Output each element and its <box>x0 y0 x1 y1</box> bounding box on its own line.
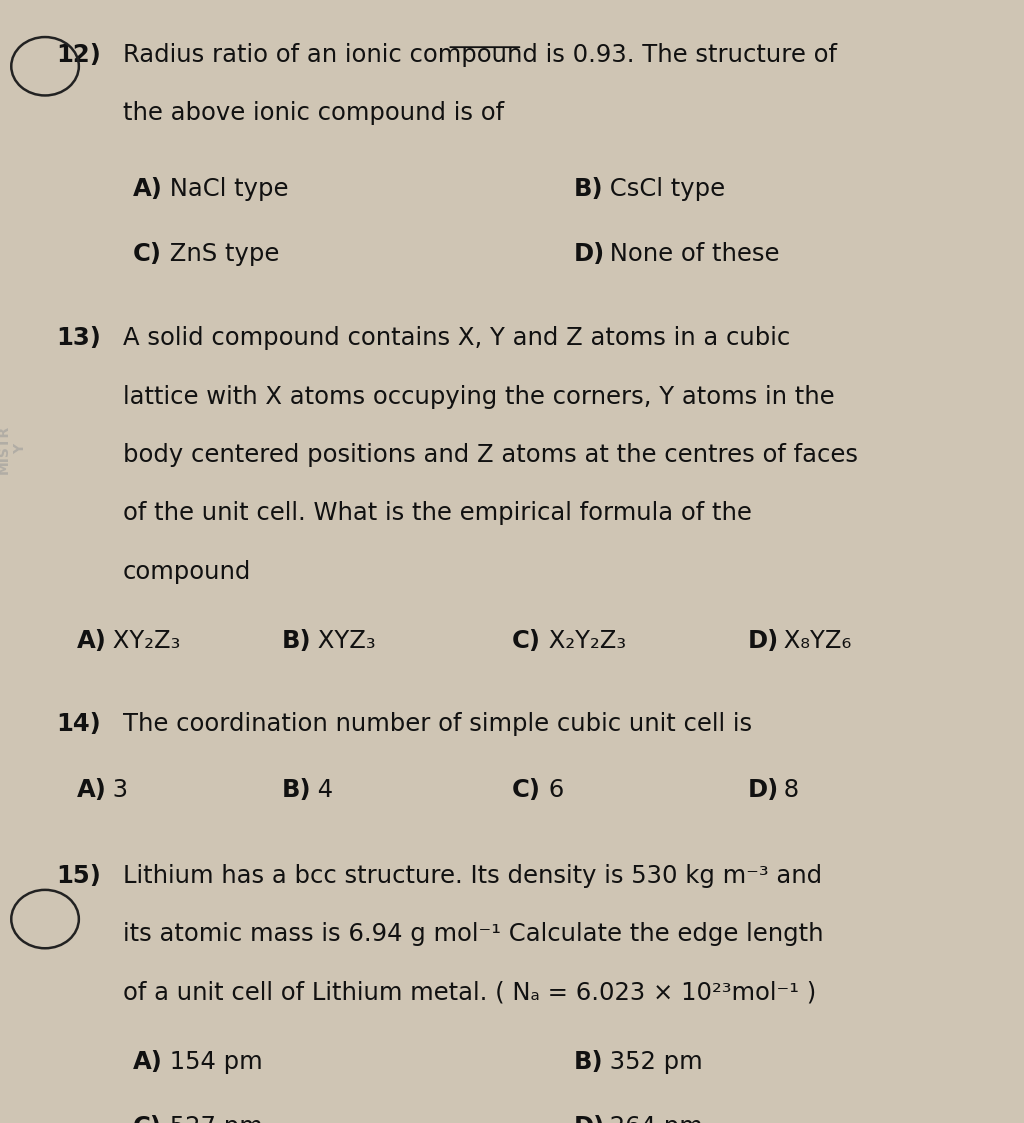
Text: compound: compound <box>123 559 251 584</box>
Text: CsCl type: CsCl type <box>602 177 725 201</box>
Text: of a unit cell of Lithium metal. ( Nₐ = 6.023 × 10²³mol⁻¹ ): of a unit cell of Lithium metal. ( Nₐ = … <box>123 980 816 1005</box>
Text: A solid compound contains X, Y and Z atoms in a cubic: A solid compound contains X, Y and Z ato… <box>123 326 791 350</box>
Text: Lithium has a bcc structure. Its density is 530 kg m⁻³ and: Lithium has a bcc structure. Its density… <box>123 864 822 888</box>
Text: C): C) <box>133 241 162 266</box>
Text: Radius ratio of an ionic compound is 0.93. The structure of: Radius ratio of an ionic compound is 0.9… <box>123 43 837 66</box>
Text: A): A) <box>133 177 163 201</box>
Text: X₂Y₂Z₃: X₂Y₂Z₃ <box>541 629 626 654</box>
Text: D): D) <box>573 241 605 266</box>
Text: D): D) <box>748 777 779 802</box>
Text: None of these: None of these <box>602 241 779 266</box>
Text: body centered positions and Z atoms at the centres of faces: body centered positions and Z atoms at t… <box>123 442 858 467</box>
Text: lattice with X atoms occupying the corners, Y atoms in the: lattice with X atoms occupying the corne… <box>123 384 835 409</box>
Text: the above ionic compound is of: the above ionic compound is of <box>123 101 504 125</box>
Text: 14): 14) <box>56 712 101 737</box>
Text: A): A) <box>77 629 106 654</box>
Text: D): D) <box>573 1115 605 1123</box>
Text: 12): 12) <box>56 43 101 66</box>
Text: 527 pm: 527 pm <box>162 1115 262 1123</box>
Text: 3: 3 <box>105 777 129 802</box>
Text: B): B) <box>573 177 603 201</box>
Text: The coordination number of simple cubic unit cell is: The coordination number of simple cubic … <box>123 712 752 737</box>
Text: MISTR
Y: MISTR Y <box>0 424 28 474</box>
Text: 352 pm: 352 pm <box>602 1050 702 1075</box>
Text: 6: 6 <box>541 777 564 802</box>
Text: B): B) <box>282 777 311 802</box>
Text: A): A) <box>133 1050 163 1075</box>
Text: 13): 13) <box>56 326 101 350</box>
Text: C): C) <box>512 777 541 802</box>
Text: 8: 8 <box>776 777 800 802</box>
Text: X₈YZ₆: X₈YZ₆ <box>776 629 851 654</box>
Text: of the unit cell. What is the empirical formula of the: of the unit cell. What is the empirical … <box>123 501 752 526</box>
Text: XY₂Z₃: XY₂Z₃ <box>105 629 181 654</box>
Text: C): C) <box>133 1115 162 1123</box>
Text: XYZ₃: XYZ₃ <box>310 629 376 654</box>
Text: ZnS type: ZnS type <box>162 241 280 266</box>
Text: 154 pm: 154 pm <box>162 1050 262 1075</box>
Text: 264 pm: 264 pm <box>602 1115 702 1123</box>
Text: C): C) <box>512 629 541 654</box>
Text: D): D) <box>748 629 779 654</box>
Text: B): B) <box>573 1050 603 1075</box>
Text: B): B) <box>282 629 311 654</box>
Text: 15): 15) <box>56 864 101 888</box>
Text: 4: 4 <box>310 777 334 802</box>
Text: its atomic mass is 6.94 g mol⁻¹ Calculate the edge length: its atomic mass is 6.94 g mol⁻¹ Calculat… <box>123 922 823 947</box>
Text: A): A) <box>77 777 106 802</box>
Text: NaCl type: NaCl type <box>162 177 289 201</box>
